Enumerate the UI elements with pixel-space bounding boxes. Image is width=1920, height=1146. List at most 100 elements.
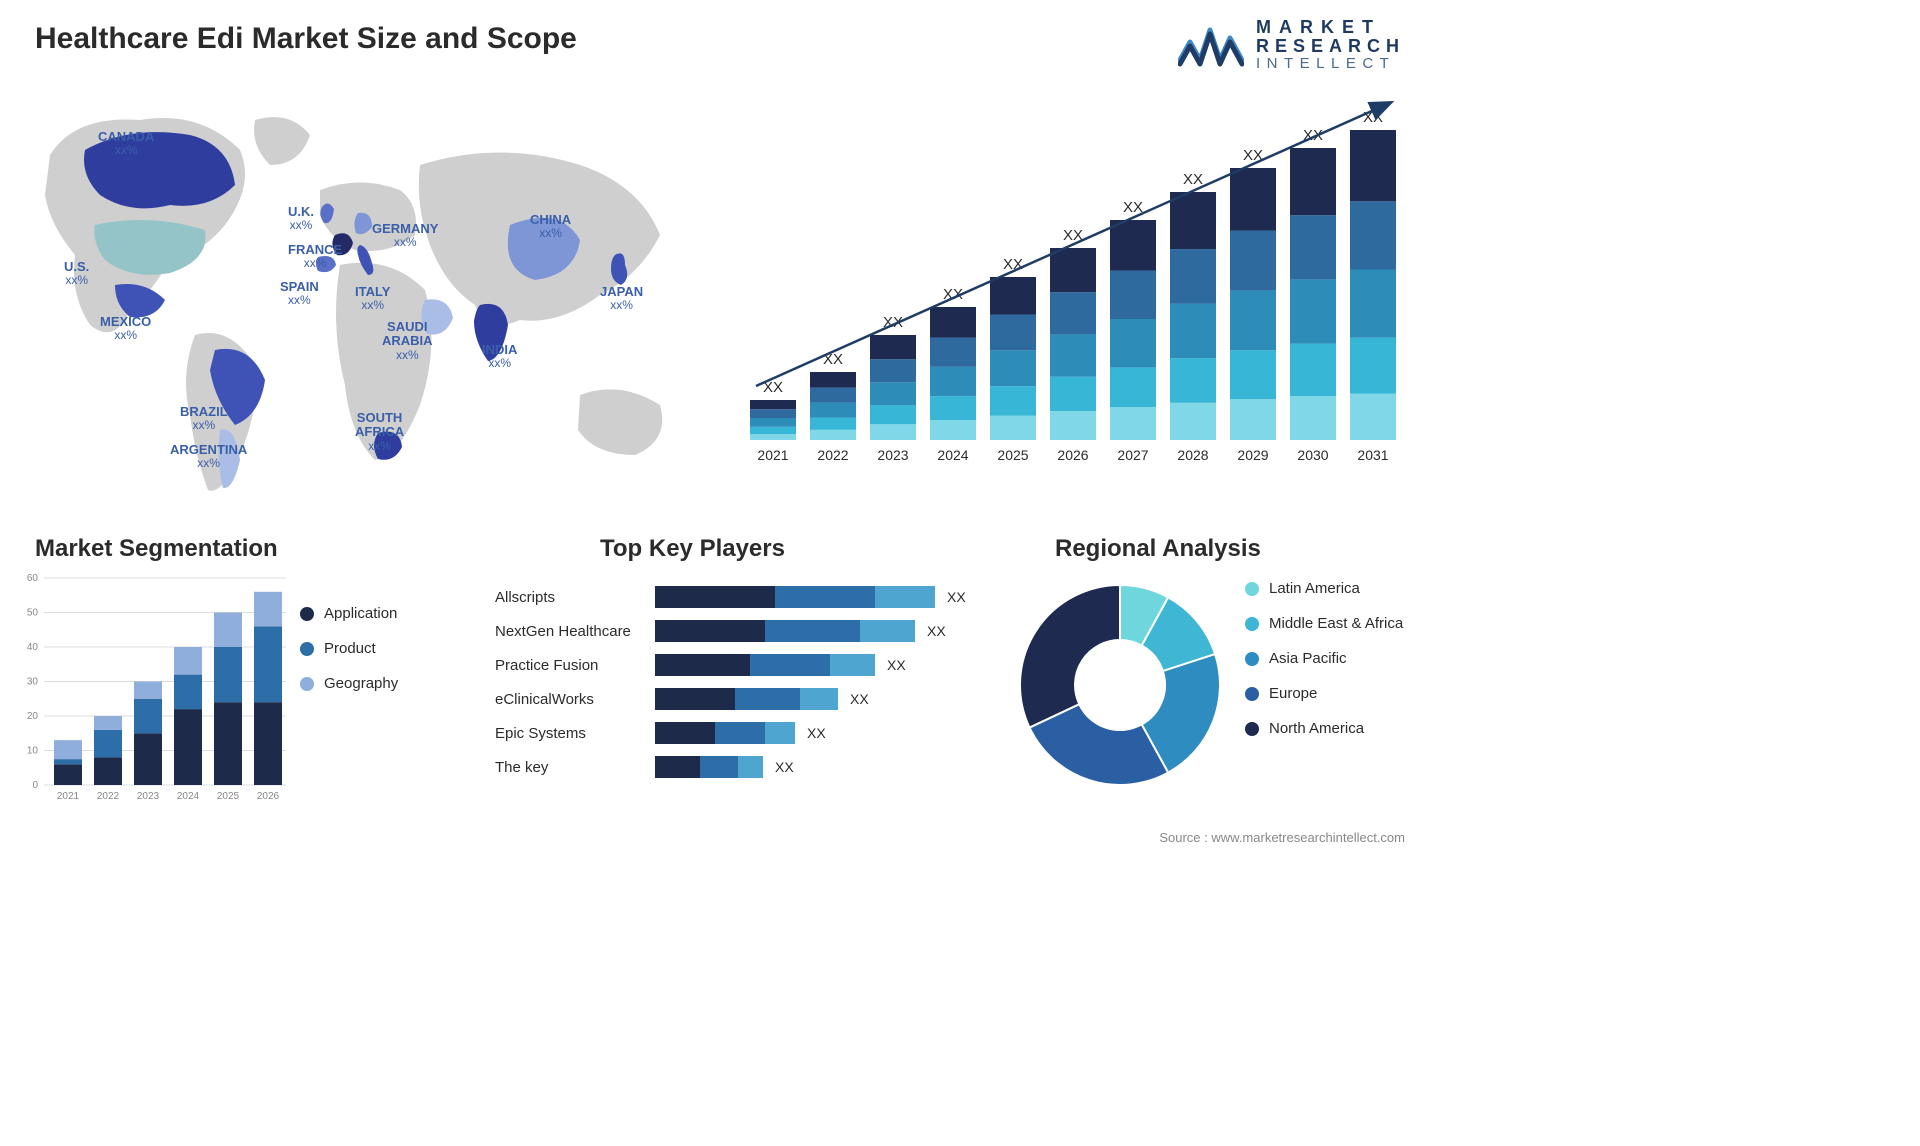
key-player-bar-seg — [735, 688, 800, 710]
growth-bar-seg — [810, 403, 856, 418]
growth-year-label: 2022 — [817, 447, 848, 463]
regional-legend-item: Latin America — [1245, 580, 1403, 597]
svg-text:2025: 2025 — [217, 791, 240, 802]
growth-bar-seg — [1050, 248, 1096, 292]
key-player-label: Practice Fusion — [495, 657, 655, 674]
svg-text:10: 10 — [27, 746, 39, 757]
logo-text-1: MARKET — [1256, 18, 1405, 37]
growth-bar-seg — [1050, 334, 1096, 376]
regional-legend: Latin America Middle East & Africa Asia Pa… — [1245, 580, 1403, 737]
key-player-label: Allscripts — [495, 589, 655, 606]
growth-bar-seg — [1290, 396, 1336, 440]
regional-legend-item: Asia Pacific — [1245, 650, 1403, 667]
regional-legend-item: Europe — [1245, 685, 1403, 702]
growth-bar-seg — [810, 418, 856, 430]
growth-bar-seg — [810, 430, 856, 440]
seg-bar-seg — [174, 675, 202, 710]
brand-logo: MARKET RESEARCH INTELLECT — [1178, 18, 1405, 72]
legend-dot-icon — [1245, 582, 1259, 596]
svg-text:2022: 2022 — [97, 791, 120, 802]
key-player-bar-seg — [655, 722, 715, 744]
growth-bar-seg — [870, 405, 916, 424]
key-player-bar-seg — [655, 620, 765, 642]
growth-bar-seg — [1050, 292, 1096, 334]
seg-legend-item: Product — [300, 640, 398, 657]
seg-bar-seg — [254, 626, 282, 702]
map-label-japan: JAPANxx% — [600, 285, 643, 312]
svg-text:20: 20 — [27, 711, 39, 722]
growth-bar-seg — [1230, 168, 1276, 231]
legend-label: Latin America — [1269, 580, 1360, 597]
growth-year-label: 2029 — [1237, 447, 1268, 463]
seg-bar-seg — [214, 647, 242, 702]
growth-bar-seg — [1170, 249, 1216, 304]
regional-legend-item: North America — [1245, 720, 1403, 737]
legend-label: Application — [324, 605, 397, 622]
map-label-india: INDIAxx% — [482, 343, 517, 370]
growth-bar-seg — [1350, 270, 1396, 338]
growth-bar-seg — [1110, 271, 1156, 319]
growth-bar-seg — [990, 386, 1036, 415]
seg-bar-seg — [254, 592, 282, 627]
map-label-china: CHINAxx% — [530, 213, 571, 240]
legend-label: Product — [324, 640, 376, 657]
key-player-bar-seg — [655, 688, 735, 710]
seg-bar-seg — [54, 740, 82, 759]
growth-bar-seg — [1170, 192, 1216, 249]
growth-year-label: 2028 — [1177, 447, 1208, 463]
logo-text-2: RESEARCH — [1256, 37, 1405, 56]
growth-bar-seg — [1350, 394, 1396, 441]
key-player-value: XX — [927, 623, 946, 639]
seg-bar-seg — [54, 764, 82, 785]
key-player-row: The key XX — [495, 750, 995, 784]
seg-bar-seg — [54, 759, 82, 764]
growth-bar-seg — [1050, 411, 1096, 440]
legend-dot-icon — [1245, 687, 1259, 701]
seg-legend-item: Application — [300, 605, 398, 622]
legend-label: North America — [1269, 720, 1364, 737]
map-label-brazil: BRAZILxx% — [180, 405, 228, 432]
growth-bar-seg — [1110, 220, 1156, 271]
map-label-mexico: MEXICOxx% — [100, 315, 151, 342]
map-label-france: FRANCExx% — [288, 243, 342, 270]
map-label-south-africa: SOUTHAFRICAxx% — [355, 411, 404, 453]
growth-year-label: 2027 — [1117, 447, 1148, 463]
growth-bar-seg — [1110, 407, 1156, 440]
map-label-germany: GERMANYxx% — [372, 222, 438, 249]
legend-dot-icon — [1245, 617, 1259, 631]
key-player-value: XX — [775, 759, 794, 775]
growth-bar-seg — [810, 372, 856, 388]
growth-bar-seg — [990, 350, 1036, 386]
key-player-row: eClinicalWorksXX — [495, 682, 995, 716]
growth-bar-seg — [930, 396, 976, 420]
growth-bar-seg — [1050, 377, 1096, 412]
key-player-bar-seg — [860, 620, 915, 642]
growth-year-label: 2021 — [757, 447, 788, 463]
growth-bar-seg — [750, 418, 796, 427]
svg-text:60: 60 — [27, 573, 39, 584]
key-player-value: XX — [850, 691, 869, 707]
legend-dot-icon — [300, 677, 314, 691]
growth-bar-seg — [810, 388, 856, 403]
key-player-row: AllscriptsXX — [495, 580, 995, 614]
seg-bar-seg — [94, 757, 122, 785]
growth-bar-seg — [870, 359, 916, 382]
growth-bar-seg — [1290, 344, 1336, 397]
growth-bar-chart: XX2021XX2022XX2023XX2024XX2025XX2026XX20… — [745, 95, 1415, 475]
seg-bar-seg — [94, 716, 122, 730]
growth-bar-seg — [930, 420, 976, 440]
growth-year-label: 2024 — [937, 447, 968, 463]
key-player-bar-seg — [765, 620, 860, 642]
growth-bar-seg — [1170, 358, 1216, 403]
key-player-label: The key — [495, 759, 655, 776]
page-title: Healthcare Edi Market Size and Scope — [35, 22, 577, 56]
growth-year-label: 2023 — [877, 447, 908, 463]
seg-bar-seg — [214, 613, 242, 648]
key-player-bar-seg — [700, 756, 738, 778]
regional-legend-item: Middle East & Africa — [1245, 615, 1403, 632]
growth-bar-seg — [1230, 290, 1276, 350]
growth-bar-seg — [1230, 231, 1276, 291]
growth-year-label: 2031 — [1357, 447, 1388, 463]
segmentation-chart: 0102030405060202120222023202420252026 — [20, 570, 290, 805]
key-player-row: Epic SystemsXX — [495, 716, 995, 750]
